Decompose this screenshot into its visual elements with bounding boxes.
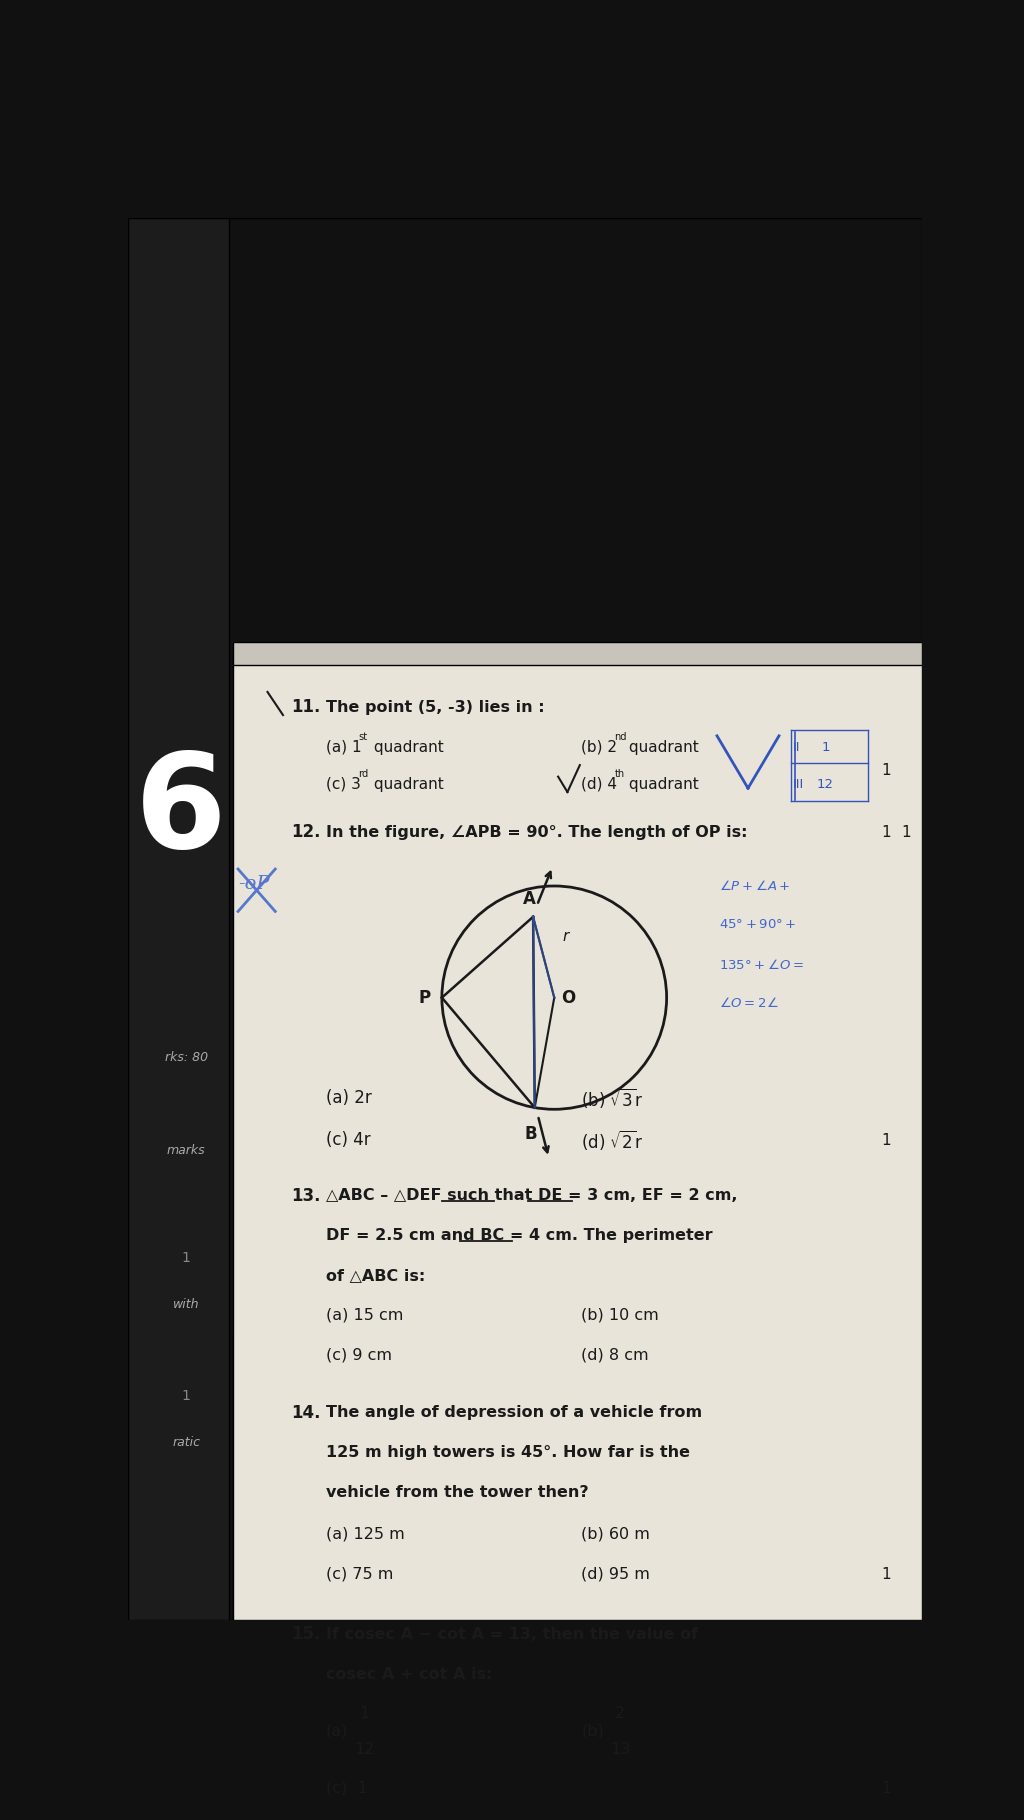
FancyBboxPatch shape <box>232 657 922 1620</box>
Text: st: st <box>358 732 368 743</box>
Text: 1: 1 <box>901 824 910 839</box>
Text: (b) 2: (b) 2 <box>582 741 617 755</box>
Text: (d) 95 m: (d) 95 m <box>582 1567 650 1582</box>
Text: (a) 2r: (a) 2r <box>326 1088 372 1107</box>
Text: 13: 13 <box>610 1742 630 1758</box>
Text: 1: 1 <box>882 1782 891 1796</box>
FancyBboxPatch shape <box>232 642 922 664</box>
FancyBboxPatch shape <box>128 218 228 1620</box>
Text: 1: 1 <box>882 1132 891 1148</box>
Text: $45°+90°+$: $45°+90°+$ <box>719 917 796 932</box>
Text: A: A <box>523 890 536 908</box>
Text: P: P <box>419 988 431 1006</box>
Text: 2: 2 <box>615 1705 626 1722</box>
FancyBboxPatch shape <box>128 218 922 1620</box>
Text: (c) 9 cm: (c) 9 cm <box>326 1347 391 1363</box>
Text: 14.: 14. <box>291 1403 321 1421</box>
Text: nd: nd <box>614 732 627 743</box>
Text: The angle of depression of a vehicle from: The angle of depression of a vehicle fro… <box>326 1405 701 1420</box>
Text: B: B <box>524 1125 538 1143</box>
Text: (d) 8 cm: (d) 8 cm <box>582 1347 649 1363</box>
Text: (b) 60 m: (b) 60 m <box>582 1527 650 1542</box>
Text: rks: 80: rks: 80 <box>165 1052 208 1065</box>
Text: (b) 10 cm: (b) 10 cm <box>582 1307 659 1323</box>
Text: $135°+\angle O=$: $135°+\angle O=$ <box>719 957 803 972</box>
Text: The point (5, -3) lies in :: The point (5, -3) lies in : <box>326 701 544 715</box>
Text: 125 m high towers is 45°. How far is the: 125 m high towers is 45°. How far is the <box>326 1445 689 1460</box>
Text: quadrant: quadrant <box>625 741 699 755</box>
Text: 1: 1 <box>882 824 891 839</box>
Text: DF = 2.5 cm and BC = 4 cm. The perimeter: DF = 2.5 cm and BC = 4 cm. The perimeter <box>326 1228 713 1243</box>
Text: 1: 1 <box>181 1250 190 1265</box>
Text: quadrant: quadrant <box>625 777 699 792</box>
Text: 1: 1 <box>359 1705 370 1722</box>
Text: 12.: 12. <box>291 823 321 841</box>
Text: r: r <box>562 928 568 943</box>
Text: 13.: 13. <box>291 1187 321 1205</box>
Text: 11.: 11. <box>291 699 321 717</box>
Text: quadrant: quadrant <box>369 777 443 792</box>
Text: (c) 4r: (c) 4r <box>326 1130 371 1148</box>
Text: O: O <box>561 988 575 1006</box>
Text: 1: 1 <box>882 1567 891 1582</box>
Text: 1: 1 <box>821 741 829 753</box>
Text: 12: 12 <box>354 1742 375 1758</box>
Text: marks: marks <box>167 1143 206 1156</box>
Text: ratic: ratic <box>172 1436 200 1449</box>
Text: III: III <box>793 777 804 792</box>
Text: (d) $\sqrt{2}$r: (d) $\sqrt{2}$r <box>582 1128 643 1152</box>
Text: $\angle P+\angle A+$: $\angle P+\angle A+$ <box>719 879 790 894</box>
Text: quadrant: quadrant <box>369 741 443 755</box>
Text: (b) $\sqrt{3}$r: (b) $\sqrt{3}$r <box>582 1087 643 1110</box>
Text: (a) 125 m: (a) 125 m <box>326 1527 404 1542</box>
Text: th: th <box>614 770 625 779</box>
Text: In the figure, ∠APB = 90°. The length of OP is:: In the figure, ∠APB = 90°. The length of… <box>326 824 748 839</box>
FancyBboxPatch shape <box>232 1334 922 1620</box>
Text: (c) 75 m: (c) 75 m <box>326 1567 393 1582</box>
Text: 6: 6 <box>135 748 226 875</box>
Text: (a): (a) <box>326 1724 348 1738</box>
Text: rd: rd <box>358 770 369 779</box>
Text: with: with <box>173 1298 200 1310</box>
Text: II: II <box>793 741 801 753</box>
Text: (d) 4: (d) 4 <box>582 777 617 792</box>
Text: vehicle from the tower then?: vehicle from the tower then? <box>326 1485 588 1500</box>
Text: 12: 12 <box>817 777 834 792</box>
Text: $\angle O = 2\angle$: $\angle O = 2\angle$ <box>719 996 778 1010</box>
Text: 1: 1 <box>181 1389 190 1403</box>
Text: 15.: 15. <box>291 1625 321 1643</box>
Text: (c) 3: (c) 3 <box>326 777 360 792</box>
Text: If cosec A − cot A = 13, then the value of: If cosec A − cot A = 13, then the value … <box>326 1627 697 1642</box>
Text: of △ABC is:: of △ABC is: <box>326 1269 425 1283</box>
Text: (a) 1: (a) 1 <box>326 741 361 755</box>
Text: -oP: -oP <box>238 875 269 894</box>
Text: (a) 15 cm: (a) 15 cm <box>326 1307 403 1323</box>
Text: △ABC – △DEF such that DE = 3 cm, EF = 2 cm,: △ABC – △DEF such that DE = 3 cm, EF = 2 … <box>326 1188 737 1203</box>
Text: (c)  1: (c) 1 <box>326 1782 368 1796</box>
Text: cosec A + cot A is:: cosec A + cot A is: <box>326 1667 492 1682</box>
Text: (b): (b) <box>582 1724 604 1738</box>
Text: 1: 1 <box>882 763 891 777</box>
